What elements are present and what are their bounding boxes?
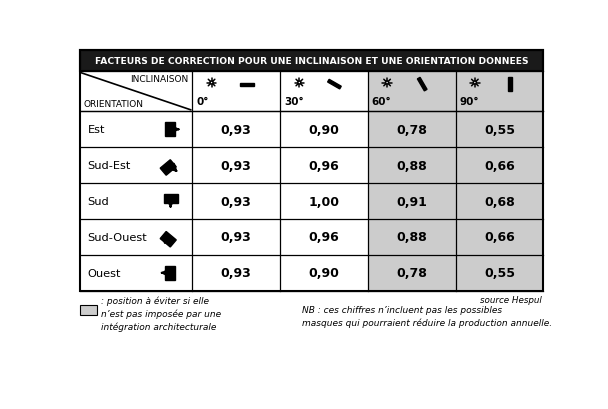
Text: 0,91: 0,91	[396, 195, 427, 208]
Text: ORIENTATION: ORIENTATION	[84, 100, 143, 109]
Text: source Hespul: source Hespul	[480, 296, 542, 305]
Bar	[80, 305, 97, 316]
Bar	[368, 112, 455, 148]
Bar	[368, 72, 455, 112]
Circle shape	[298, 82, 301, 85]
Polygon shape	[328, 80, 341, 90]
Polygon shape	[508, 78, 511, 92]
Text: 0°: 0°	[196, 97, 209, 107]
Text: 0,55: 0,55	[484, 267, 515, 280]
Text: 90°: 90°	[460, 97, 479, 107]
Text: 0,90: 0,90	[308, 124, 339, 137]
Text: Sud-Est: Sud-Est	[88, 161, 131, 171]
Text: Ouest: Ouest	[88, 268, 121, 278]
Bar	[368, 112, 455, 291]
Bar	[368, 255, 455, 291]
Bar	[455, 112, 544, 148]
Circle shape	[210, 82, 213, 85]
Bar	[165, 123, 175, 137]
Text: 0,66: 0,66	[484, 231, 515, 244]
Bar	[80, 220, 544, 255]
Text: Est: Est	[88, 125, 105, 135]
Text: Sud-Ouest: Sud-Ouest	[88, 232, 147, 243]
Bar	[80, 72, 544, 112]
Bar	[80, 112, 544, 148]
Text: 0,88: 0,88	[396, 231, 427, 244]
Text: NB : ces chiffres n’incluent pas les possibles
masques qui pourraient réduire la: NB : ces chiffres n’incluent pas les pos…	[302, 305, 553, 327]
Bar	[80, 184, 544, 220]
Text: 0,93: 0,93	[221, 231, 252, 244]
Text: : position à éviter si elle
n’est pas imposée par une
intégration architecturale: : position à éviter si elle n’est pas im…	[101, 296, 221, 332]
Bar	[455, 220, 544, 255]
Bar	[455, 112, 544, 291]
Circle shape	[474, 82, 476, 85]
Bar	[80, 255, 544, 291]
Text: Sud: Sud	[88, 197, 109, 207]
Text: 0,93: 0,93	[221, 159, 252, 172]
Bar	[455, 255, 544, 291]
Text: 0,78: 0,78	[396, 124, 427, 137]
Text: 60°: 60°	[371, 97, 392, 107]
Bar	[455, 184, 544, 220]
Text: 0,96: 0,96	[308, 159, 339, 172]
Bar	[80, 148, 544, 184]
Bar	[164, 195, 178, 204]
Bar	[80, 51, 544, 291]
Bar	[368, 148, 455, 184]
Text: 30°: 30°	[284, 97, 303, 107]
Text: 0,93: 0,93	[221, 195, 252, 208]
Text: 0,68: 0,68	[484, 195, 515, 208]
Polygon shape	[417, 78, 427, 92]
Text: 0,93: 0,93	[221, 124, 252, 137]
Text: 0,96: 0,96	[308, 231, 339, 244]
Text: 0,90: 0,90	[308, 267, 339, 280]
Polygon shape	[160, 160, 176, 176]
Bar	[455, 72, 544, 112]
Bar	[80, 51, 544, 72]
Text: 0,55: 0,55	[484, 124, 515, 137]
Text: 0,78: 0,78	[396, 267, 427, 280]
Text: 0,93: 0,93	[221, 267, 252, 280]
Text: 1,00: 1,00	[308, 195, 339, 208]
Text: 0,88: 0,88	[396, 159, 427, 172]
Bar	[368, 220, 455, 255]
Polygon shape	[240, 83, 254, 86]
Bar	[165, 266, 175, 280]
Bar	[455, 148, 544, 184]
Circle shape	[385, 82, 389, 85]
Text: FACTEURS DE CORRECTION POUR UNE INCLINAISON ET UNE ORIENTATION DONNEES: FACTEURS DE CORRECTION POUR UNE INCLINAI…	[95, 57, 528, 66]
Bar	[368, 184, 455, 220]
Text: 0,66: 0,66	[484, 159, 515, 172]
Text: INCLINAISON: INCLINAISON	[130, 75, 188, 84]
Polygon shape	[160, 232, 176, 247]
